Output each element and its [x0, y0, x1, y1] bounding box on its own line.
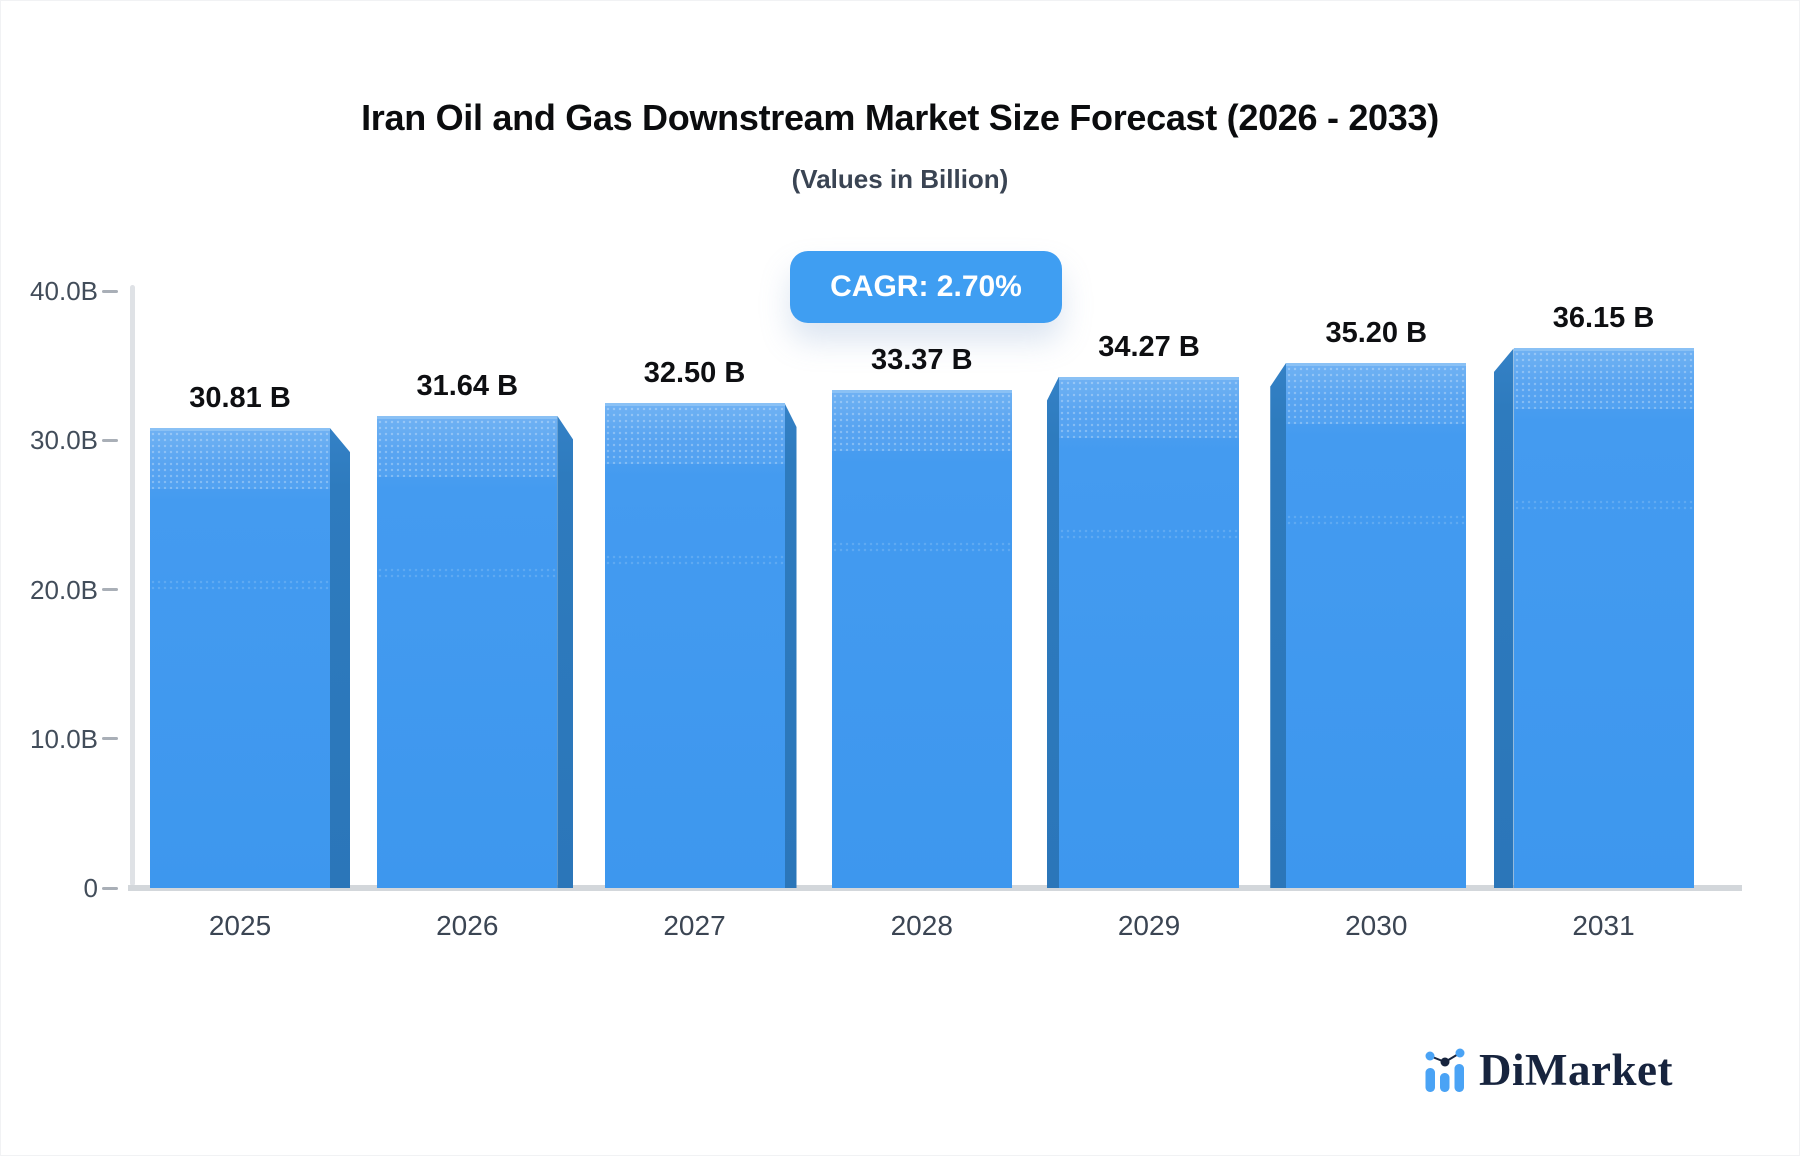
brand-logo: DiMarket: [1423, 1044, 1673, 1096]
x-axis-label-2027: 2027: [663, 910, 726, 941]
y-tick-mark: [102, 289, 118, 293]
bar-side-bevel-2029: [1047, 376, 1059, 888]
dimarket-bars-icon: [1425, 1048, 1465, 1092]
y-tick-label: 10.0B: [30, 723, 98, 754]
bar-value-label-2030: 35.20 B: [1325, 316, 1428, 349]
bar-side-bevel-2031: [1493, 348, 1514, 888]
bar-face-2028: [831, 389, 1012, 888]
bar-side-bevel-2030: [1270, 362, 1287, 888]
bar-side-bevel-2025: [330, 428, 350, 888]
bar-value-label-2029: 34.27 B: [1098, 330, 1200, 363]
bar-face-2025: [150, 428, 330, 888]
bar-side-bevel-2026: [557, 415, 574, 888]
bar-face-2031: [1513, 348, 1694, 888]
bar-face-2027: [604, 402, 785, 888]
y-tick-mark: [102, 737, 118, 741]
y-tick-mark: [102, 438, 118, 442]
cagr-badge: CAGR: 2.70%: [790, 251, 1062, 323]
x-axis-label-2028: 2028: [890, 910, 953, 941]
x-axis-baseline: [128, 885, 1742, 891]
y-tick-mark: [102, 588, 118, 591]
bar-value-label-2028: 33.37 B: [870, 343, 973, 376]
bar-value-label-2031: 36.15 B: [1552, 302, 1655, 335]
bar-face-2026: [377, 415, 558, 888]
y-tick-mark: [102, 886, 118, 890]
bar-value-label-2027: 32.50 B: [643, 356, 746, 389]
bar-value-label-2025: 30.81 B: [189, 382, 291, 415]
x-axis-label-2031: 2031: [1572, 910, 1635, 941]
x-axis-label-2025: 2025: [208, 910, 272, 941]
bar-face-2029: [1059, 376, 1239, 888]
bar-face-2030: [1286, 362, 1467, 888]
cagr-badge-label: CAGR: 2.70%: [830, 270, 1022, 303]
x-axis-label-2026: 2026: [436, 910, 499, 941]
x-axis-label-2030: 2030: [1345, 910, 1408, 941]
y-tick-label: 20.0B: [30, 574, 98, 605]
chart-title: Iran Oil and Gas Downstream Market Size …: [361, 97, 1439, 138]
y-tick-label: 30.0B: [30, 425, 98, 456]
y-axis-line: [130, 285, 135, 886]
brand-name: DiMarket: [1479, 1045, 1673, 1095]
y-tick-label: 0: [83, 873, 98, 903]
bar-side-bevel-2027: [784, 402, 797, 888]
bar-value-label-2026: 31.64 B: [416, 369, 519, 402]
x-axis-label-2029: 2029: [1117, 910, 1181, 941]
chart-subtitle: (Values in Billion): [791, 164, 1009, 194]
y-tick-label: 40.0B: [30, 276, 98, 306]
